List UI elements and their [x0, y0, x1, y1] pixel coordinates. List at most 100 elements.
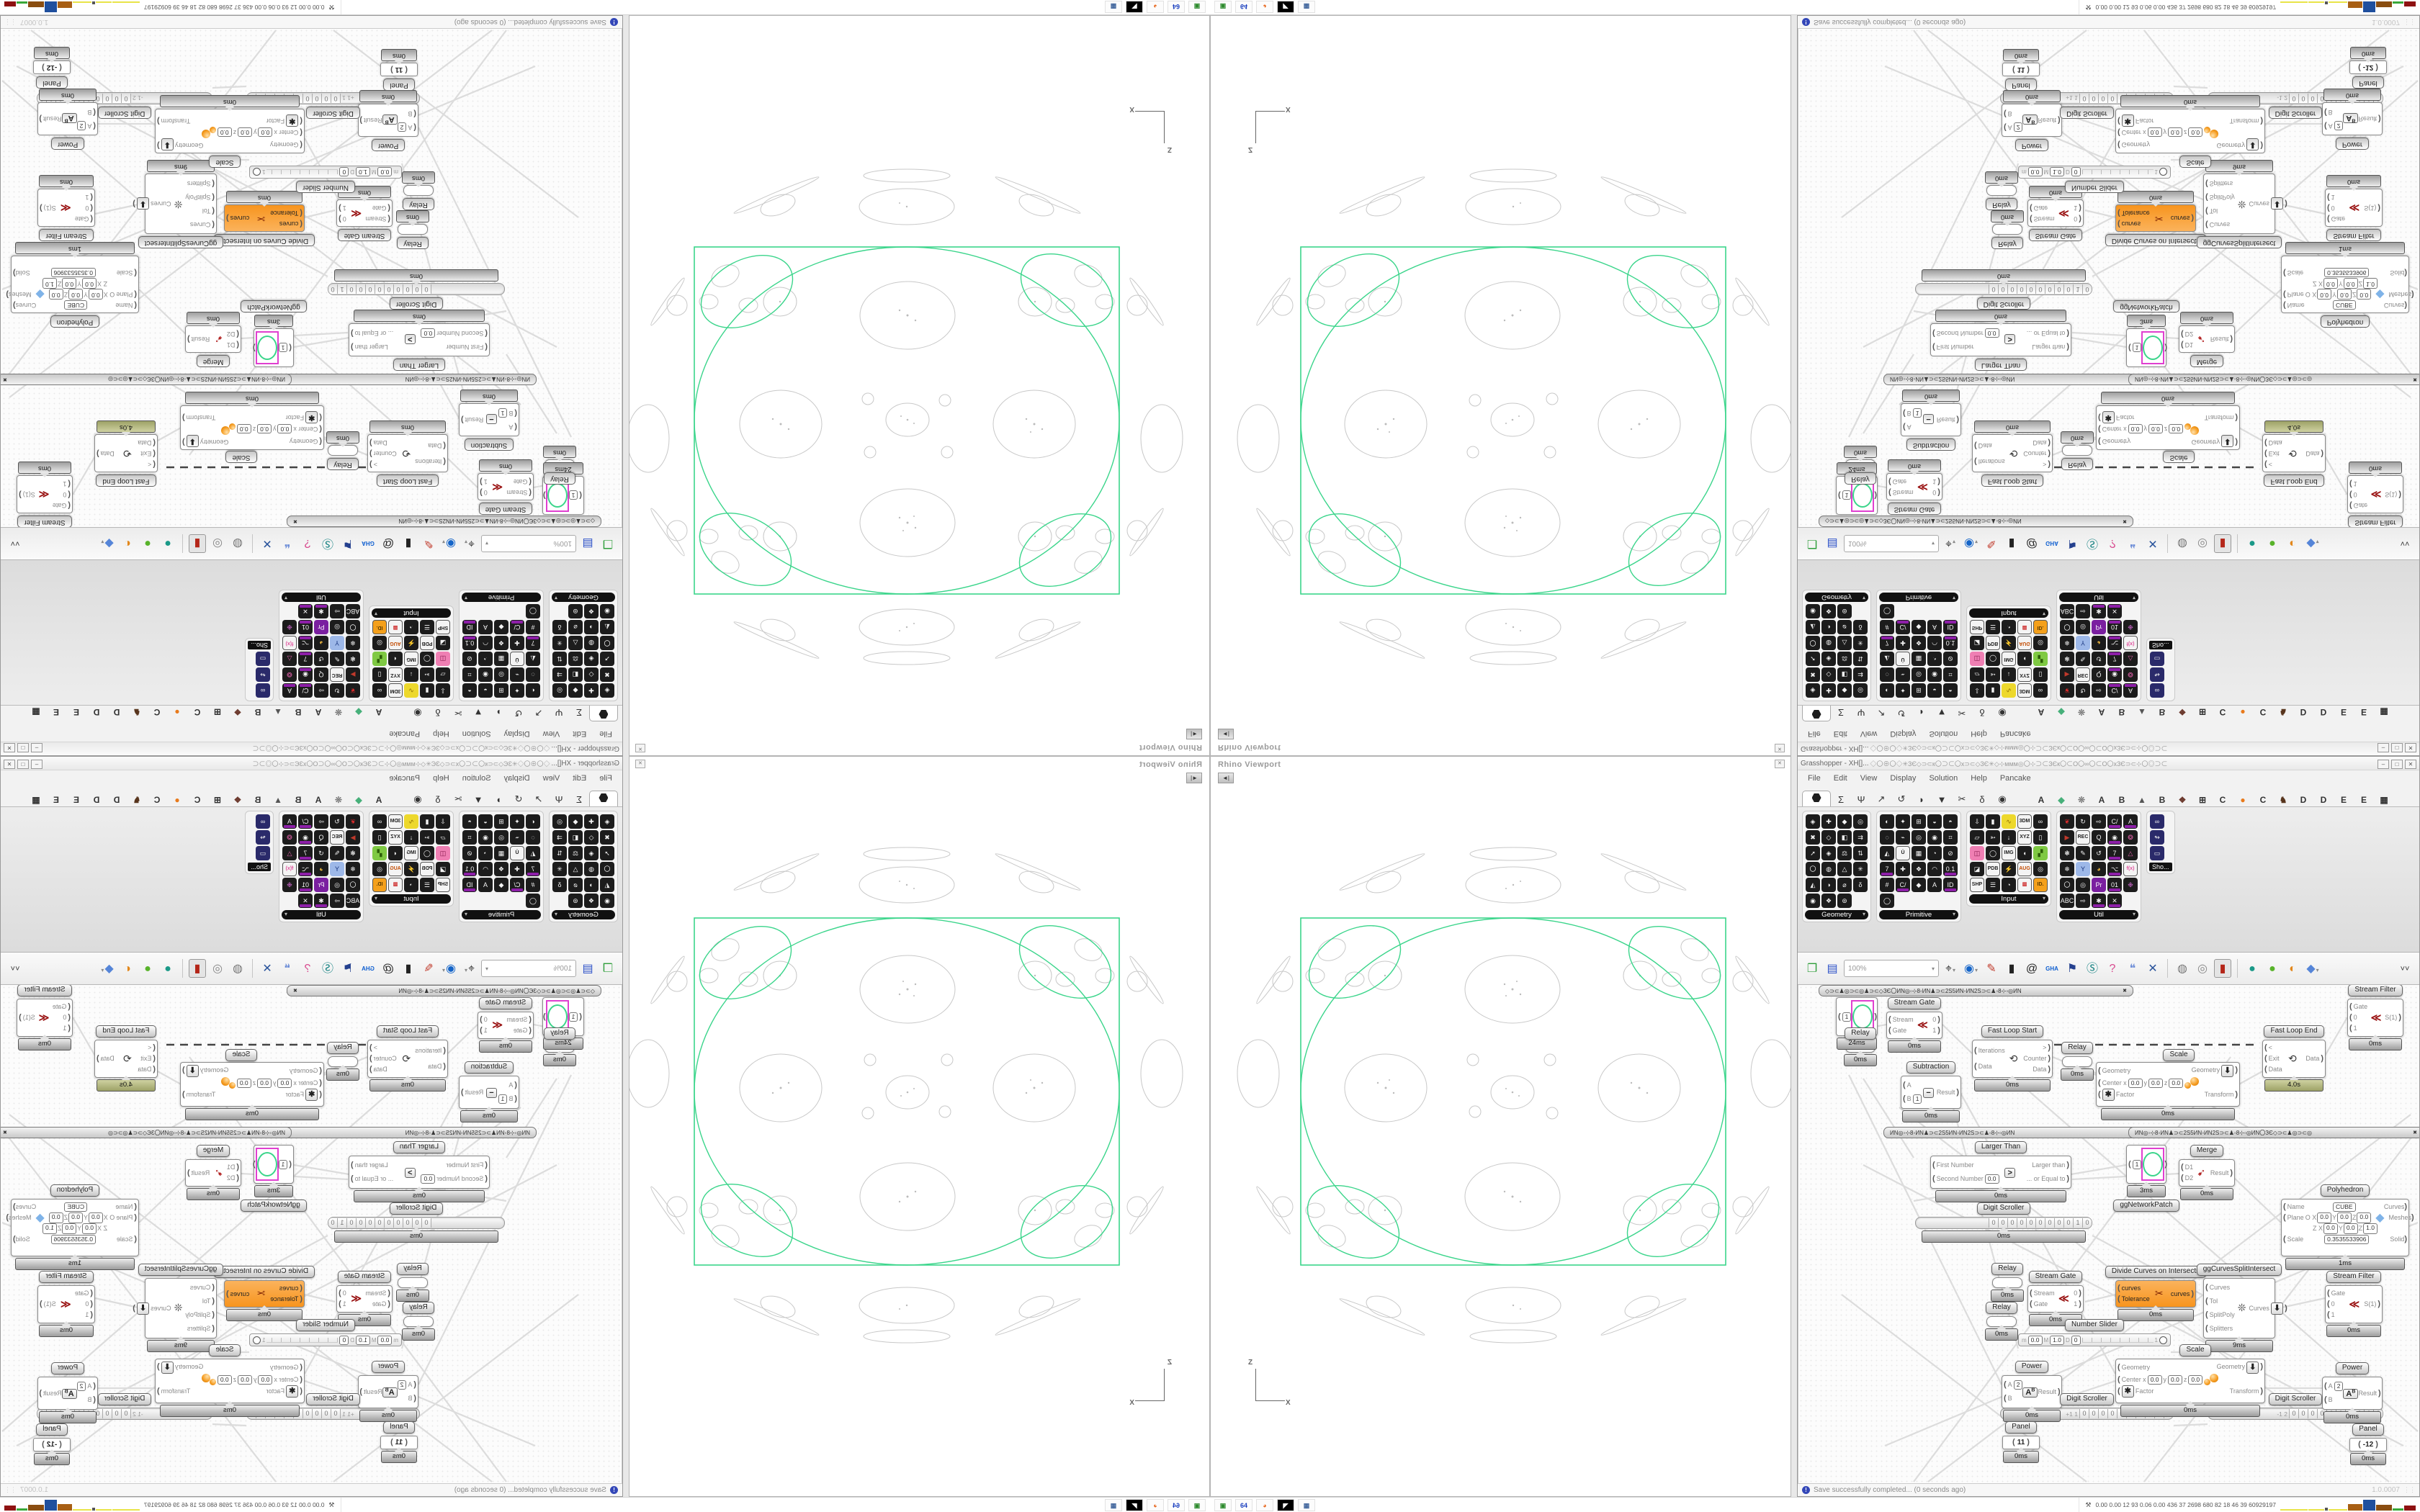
palette-icon[interactable]: ▞: [372, 652, 387, 666]
gh-node-fast-loop-start[interactable]: Fast Loop Start(Iterations(Data ⟲ >) Counte…: [1972, 420, 2053, 487]
palette-icon[interactable]: f(x): [2123, 862, 2138, 876]
gh-node-xform[interactable]: (Geometry Geometry ⬇)(Center x 0.0 y 0.0 z 0.0(…: [2096, 1062, 2240, 1120]
palette-icon[interactable]: ◭: [526, 652, 540, 666]
palette-icon[interactable]: ⇩: [436, 683, 450, 698]
tab-plugin-7[interactable]: ❖: [233, 795, 242, 805]
palette-icon[interactable]: ❃: [346, 846, 360, 860]
tab-plugin-8[interactable]: ⊞: [2198, 795, 2207, 805]
palette-icon[interactable]: AUG: [2017, 636, 2032, 650]
palette-icon[interactable]: ∿: [404, 814, 418, 829]
palette-icon[interactable]: ⇨: [330, 604, 344, 618]
palette-icon[interactable]: ↓: [404, 667, 418, 682]
app-rhino[interactable]: ◤: [1277, 1, 1294, 14]
toolbar-preview-shaded[interactable]: ▮: [2213, 534, 2231, 553]
palette-label-util[interactable]: Util: [2059, 910, 2138, 919]
gh-node-subtraction[interactable]: Subtraction(A(B 1− Result) 0ms: [459, 1061, 519, 1122]
tab-maths[interactable]: Σ: [1837, 794, 1845, 805]
canvas-group-bar-2[interactable]: ИN◎◦⊹8◦ИN♟⊃⊂2S5ИN◦ИN2S⊃⊂♟◦8⊹◦◎ИN〇ЗЄ◇⊃⊂♟◎…: [1, 1127, 292, 1138]
toolbar-swap-arrows[interactable]: ✕: [259, 534, 276, 553]
tab-plugin-3[interactable]: A: [2098, 795, 2105, 805]
palette-icon[interactable]: ▥: [2017, 620, 2032, 634]
gh-node-preview[interactable]: (1) 24ms: [542, 462, 584, 515]
palette-icon[interactable]: ◑: [1821, 620, 1836, 634]
tab-plugin-16[interactable]: E: [53, 707, 60, 717]
palette-label-show[interactable]: Sho...: [2149, 863, 2172, 871]
palette-icon[interactable]: ✖: [1806, 830, 1820, 845]
toolbar-preview-shaded[interactable]: ▮: [189, 534, 207, 553]
toolbar-preview-cylinder[interactable]: ▮: [2003, 534, 2020, 553]
palette-icon[interactable]: 01: [298, 620, 313, 634]
minimize-button[interactable]: –: [31, 760, 42, 769]
gh-node-power[interactable]: Power(A 2(B AB Result) 0ms: [2322, 1362, 2383, 1423]
palette-icon[interactable]: ∞: [2150, 814, 2164, 829]
palette-icon[interactable]: ◍: [584, 862, 599, 876]
menu-help[interactable]: Help: [433, 774, 449, 783]
palette-icon[interactable]: ✱: [314, 604, 328, 618]
palette-icon[interactable]: ⌀: [568, 620, 583, 634]
palette-icon[interactable]: ❉: [282, 620, 297, 634]
tab-plugin-17[interactable]: ▦: [32, 707, 40, 717]
palette-icon[interactable]: ↓: [404, 830, 418, 845]
palette-icon[interactable]: ⚖: [1837, 652, 1852, 666]
close-icon[interactable]: ✕: [1775, 744, 1785, 752]
palette-label-show[interactable]: Sho...: [248, 641, 271, 649]
toolbar-preview-eye[interactable]: ◉▾: [440, 959, 458, 978]
palette-icon[interactable]: ◠: [1927, 862, 1942, 876]
palette-icon[interactable]: 0.1: [462, 636, 477, 650]
palette-icon[interactable]: ◔: [478, 846, 493, 860]
palette-label-util[interactable]: Util: [282, 910, 361, 919]
palette-icon[interactable]: AUG: [388, 862, 403, 876]
gh-node-stream-filter[interactable]: Stream Filter(Gate(0(1 ≪ S(1)) 0ms: [17, 462, 73, 527]
palette-icon[interactable]: ◈: [600, 814, 614, 829]
tab-plugin-11[interactable]: C: [2259, 707, 2267, 717]
palette-icon[interactable]: ✳: [552, 636, 567, 650]
toolbar-custom-preview-blue[interactable]: ◆▾: [2304, 534, 2321, 553]
gh-node-stream-gate[interactable]: Stream Gate(Stream(Gate ≪ 0) 1) 0ms: [478, 459, 534, 515]
gh-node-stream-filter[interactable]: Stream Filter(Gate(0(1 ≪ S(1)) 0ms: [17, 985, 73, 1050]
palette-icon[interactable]: ▦: [494, 846, 508, 860]
toolbar-custom-preview-green[interactable]: ●: [2264, 534, 2281, 553]
canvas-group-bar-0[interactable]: ◇⊃⊂♟◎⊃⊂◎♟⊃⊂◇ЗЄ〇ИN◎◦⊹8◦ИN♟⊃⊂2S5ИN◦ИN2S⊃⊂♟…: [287, 516, 601, 527]
palette-icon[interactable]: ➳: [420, 830, 434, 845]
gh-node-relay[interactable]: Relay 0ms: [395, 210, 430, 249]
maximize-button[interactable]: □: [17, 743, 29, 752]
tab-sets[interactable]: Ψ: [555, 707, 563, 718]
palette-icon[interactable]: ➳: [1986, 667, 2000, 682]
tab-sets[interactable]: Ψ: [1857, 707, 1865, 718]
gh-node-stream-filter[interactable]: Stream Filter(Gate(0(1 ≪ S(1)) 0ms: [2347, 462, 2403, 527]
gh-node-fast-loop-end[interactable]: Fast Loop End(<(Exit(Data ⟲ Data) 4.0s: [2262, 1025, 2326, 1092]
palette-icon[interactable]: IMG: [404, 652, 418, 666]
palette-icon[interactable]: ✦: [510, 683, 524, 698]
app-calculator[interactable]: ▦: [1298, 1498, 1315, 1511]
definition-canvas[interactable]: ◇⊃⊂♟◎⊃⊂◎♟⊃⊂◇ЗЄ〇ИN◎◦⊹8◦ИN♟⊃⊂2S5ИN◦ИN2S⊃⊂♟…: [1, 985, 622, 1483]
resize-grip[interactable]: ⋮⋮: [5, 1486, 17, 1493]
palette-icon[interactable]: ✎: [2076, 652, 2090, 666]
palette-icon[interactable]: ◉: [298, 667, 313, 682]
palette-icon[interactable]: ◈: [1806, 814, 1820, 829]
gh-node-power[interactable]: Power(A 2(B AB Result) 0ms: [2322, 89, 2383, 150]
palette-label-geometry[interactable]: Geometry: [552, 910, 615, 919]
tab-plugin-7[interactable]: ❖: [2178, 795, 2187, 805]
menu-file[interactable]: File: [1808, 774, 1821, 783]
gh-node-merge[interactable]: Merge(D1(D2 ➹ Result) 0ms: [2179, 1145, 2235, 1200]
tab-plugin-10[interactable]: ●: [174, 795, 180, 805]
tab-plugin-12[interactable]: ♞: [133, 707, 141, 717]
palette-icon[interactable]: REC: [330, 830, 344, 845]
app-firefox[interactable]: ◕: [1147, 1498, 1164, 1511]
toolbar-custom-preview-orange[interactable]: ◐: [2284, 959, 2301, 978]
palette-icon[interactable]: Ü: [1896, 846, 1910, 860]
palette-icon[interactable]: ◎: [1853, 814, 1868, 829]
close-button[interactable]: ✕: [4, 760, 15, 769]
toolbar-sketch-pen[interactable]: ✎: [1983, 959, 2000, 978]
palette-icon[interactable]: ◎: [372, 862, 387, 876]
palette-icon[interactable]: ◪: [436, 636, 450, 650]
palette-icon[interactable]: ▯: [372, 830, 387, 845]
tab-plugin-3[interactable]: A: [315, 707, 322, 717]
palette-icon[interactable]: ID.: [372, 878, 387, 892]
palette-icon[interactable]: ▦: [494, 652, 508, 666]
tab-plugin-15[interactable]: E: [73, 707, 80, 717]
tab-plugin-6[interactable]: B: [254, 707, 261, 717]
toolbar-preview-shaded[interactable]: ▮: [189, 959, 207, 978]
palette-icon[interactable]: ◔: [404, 878, 418, 892]
palette-icon[interactable]: ❖: [494, 862, 508, 876]
